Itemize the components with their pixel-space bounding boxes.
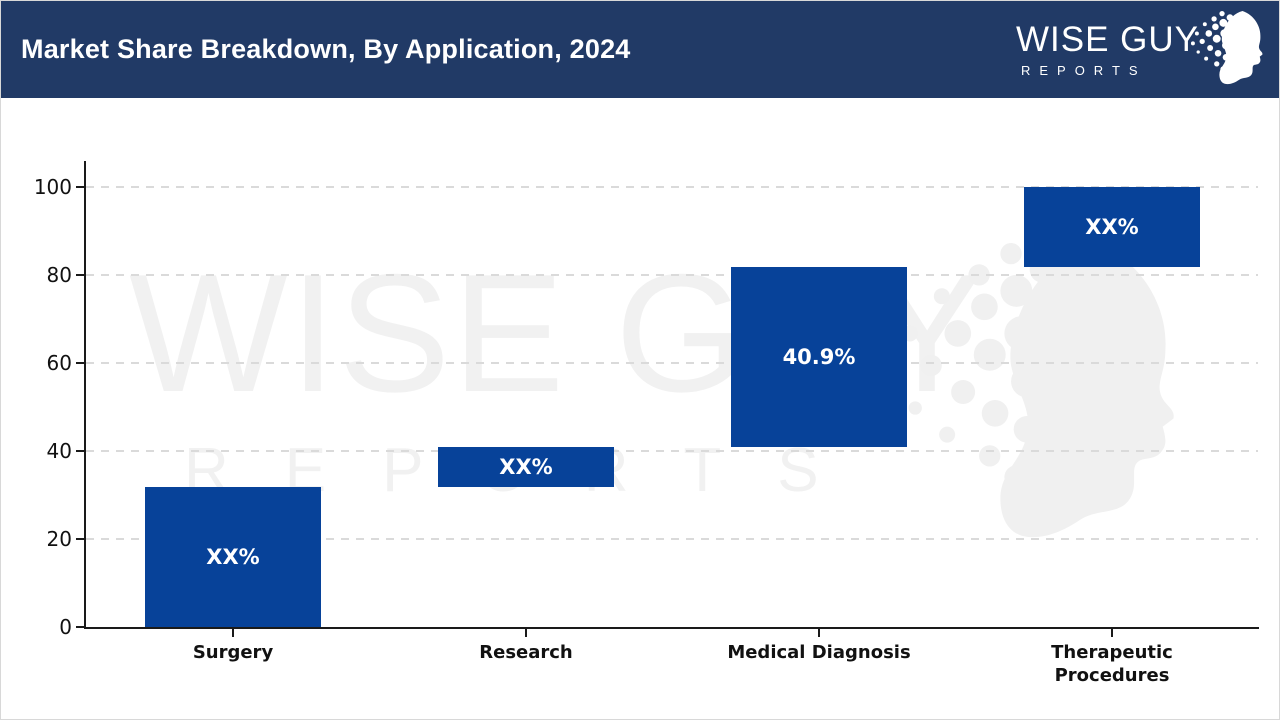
y-tick-label: 80 (46, 263, 72, 287)
brand-logo: WISE GUY REPORTS (1016, 7, 1267, 93)
brand-name: WISE GUY (1015, 19, 1199, 59)
gridline (86, 450, 1258, 452)
y-tick-label: 60 (46, 351, 72, 375)
gridline (86, 186, 1258, 188)
chart-area: XX% XX% 40.9% XX% 0 20 40 60 80 100 Surgery Researc… (1, 98, 1279, 719)
x-axis-line (84, 627, 1259, 629)
bar-value-label: XX% (1085, 215, 1139, 239)
y-tick-mark (76, 362, 84, 364)
x-tick-mark (232, 629, 234, 637)
x-category-label: Research (479, 642, 573, 663)
page-title: Market Share Breakdown, By Application, … (21, 34, 631, 64)
y-tick-label: 20 (46, 527, 72, 551)
y-tick-mark (76, 626, 84, 628)
y-tick-mark (76, 186, 84, 188)
x-category-label: Surgery (192, 642, 274, 663)
bar-value-label: XX% (499, 455, 553, 479)
y-tick-mark (76, 538, 84, 540)
bar-segment: XX% (1024, 187, 1200, 267)
y-tick-label: 40 (46, 439, 72, 463)
gridline (86, 538, 1258, 540)
gridline (86, 362, 1258, 364)
brand-text: WISE GUY REPORTS (1016, 22, 1199, 78)
bar-segment: XX% (145, 487, 321, 627)
y-tick-label: 0 (59, 615, 72, 639)
bar-segment: XX% (438, 447, 614, 487)
x-tick-mark (818, 629, 820, 637)
x-tick-mark (525, 629, 527, 637)
y-tick-mark (76, 450, 84, 452)
y-axis-line (84, 161, 86, 629)
x-category-label: Medical Diagnosis (727, 642, 911, 663)
x-category-label: Therapeutic Procedures (1051, 642, 1173, 686)
dot-head-icon (1190, 10, 1263, 84)
x-tick-mark (1111, 629, 1113, 637)
brand-subtitle: REPORTS (1020, 62, 1147, 78)
header-bar: Market Share Breakdown, By Application, … (1, 1, 1279, 98)
gridline (86, 274, 1258, 276)
bar-value-label: XX% (206, 545, 260, 569)
bar-value-label: 40.9% (782, 345, 856, 369)
bar-segment: 40.9% (731, 267, 907, 447)
y-tick-mark (76, 274, 84, 276)
y-tick-label: 100 (33, 175, 72, 199)
